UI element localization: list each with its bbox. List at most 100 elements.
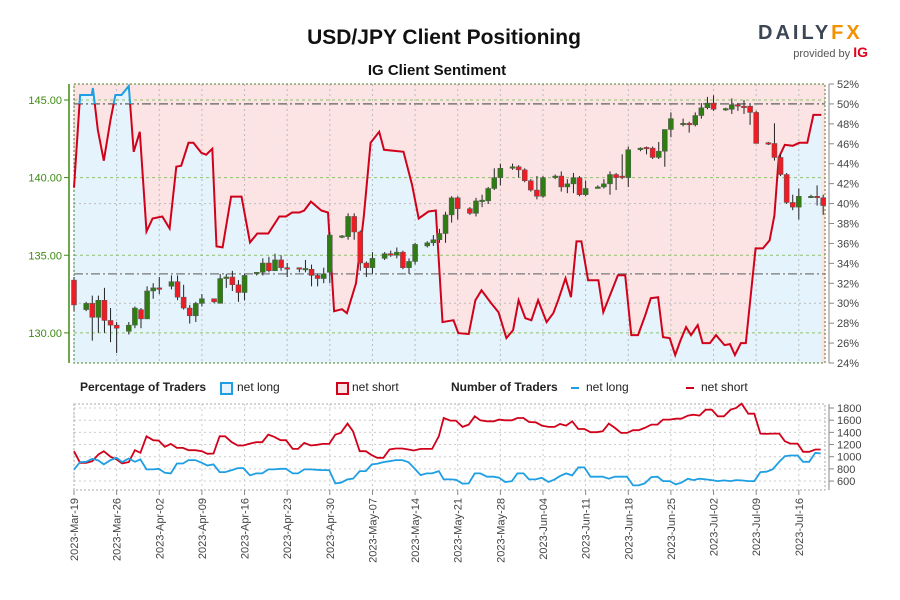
candle-up bbox=[345, 213, 351, 240]
candle-down bbox=[741, 99, 747, 114]
legend: Percentage of Traders net long net short… bbox=[0, 380, 900, 396]
candle-up bbox=[808, 194, 814, 199]
candle-up bbox=[430, 235, 437, 246]
candle-body bbox=[570, 177, 577, 185]
candle-body bbox=[637, 147, 644, 150]
candle-body bbox=[394, 251, 400, 256]
candle-down bbox=[619, 154, 625, 180]
net-short-count-line bbox=[73, 402, 821, 465]
candle-down bbox=[613, 172, 619, 191]
candle-body bbox=[662, 129, 668, 152]
candle-down bbox=[211, 298, 217, 304]
candle-down bbox=[107, 308, 114, 343]
candle-down bbox=[528, 179, 534, 192]
candle-up bbox=[327, 231, 333, 284]
candle-down bbox=[521, 168, 528, 183]
candle-up bbox=[381, 252, 388, 260]
date-tick-label: 2023-Apr-23 bbox=[282, 498, 294, 559]
legend-num-short-swatch bbox=[686, 387, 694, 389]
candle-body bbox=[314, 275, 321, 279]
candle-up bbox=[722, 107, 729, 111]
candle-body bbox=[138, 309, 144, 320]
pct-tick-label: 52% bbox=[837, 79, 859, 91]
candle-body bbox=[649, 147, 656, 158]
candle-down bbox=[308, 264, 315, 287]
candle-down bbox=[686, 121, 692, 133]
candle-up bbox=[625, 146, 632, 187]
candle-down bbox=[789, 194, 796, 211]
candle-body bbox=[302, 268, 309, 271]
candle-down bbox=[314, 273, 321, 287]
candle-up bbox=[698, 103, 705, 119]
legend-num-long: net long bbox=[586, 380, 629, 394]
candle-body bbox=[260, 262, 266, 273]
count-tick-label: 1200 bbox=[837, 440, 861, 452]
candle-down bbox=[235, 280, 242, 302]
candle-body bbox=[607, 174, 613, 185]
candle-up bbox=[260, 258, 266, 276]
chart-title: USD/JPY Client Positioning bbox=[307, 26, 581, 49]
candle-body bbox=[467, 208, 473, 214]
candle-down bbox=[467, 207, 473, 215]
candle-up bbox=[424, 241, 431, 248]
count-tick-label: 1600 bbox=[837, 415, 861, 427]
pct-tick-label: 32% bbox=[837, 278, 859, 290]
candle-body bbox=[363, 262, 370, 268]
candle-up bbox=[168, 275, 175, 290]
candle-body bbox=[613, 174, 619, 178]
candle-down bbox=[534, 176, 540, 200]
candle-body bbox=[387, 253, 394, 256]
candle-body bbox=[552, 175, 558, 178]
candle-body bbox=[729, 104, 735, 110]
candle-down bbox=[643, 146, 650, 155]
candle-up bbox=[570, 172, 577, 194]
candle-body bbox=[497, 168, 504, 178]
candle-up bbox=[223, 273, 230, 288]
count-tick-label: 800 bbox=[837, 464, 855, 476]
date-tick-label: 2023-Jun-25 bbox=[666, 498, 678, 560]
candle-up bbox=[448, 196, 455, 223]
candle-body bbox=[540, 177, 546, 197]
candle-body bbox=[351, 216, 357, 233]
candle-body bbox=[668, 118, 674, 130]
candle-body bbox=[83, 303, 89, 310]
candle-body bbox=[186, 307, 193, 317]
candle-body bbox=[655, 150, 662, 158]
chart-subtitle: IG Client Sentiment bbox=[367, 62, 507, 79]
candle-body bbox=[692, 115, 699, 126]
candle-body bbox=[95, 300, 102, 318]
candle-down bbox=[515, 165, 522, 178]
candle-body bbox=[582, 188, 589, 195]
candle-body bbox=[101, 300, 108, 321]
candle-body bbox=[436, 233, 443, 240]
pct-tick-label: 50% bbox=[837, 99, 859, 111]
candle-body bbox=[180, 296, 187, 309]
price-tick-label: 135.00 bbox=[28, 250, 62, 262]
candle-down bbox=[710, 95, 717, 111]
candle-body bbox=[327, 234, 333, 273]
legend-num-long-swatch bbox=[571, 387, 579, 389]
candle-body bbox=[430, 239, 437, 244]
candle-up bbox=[491, 168, 498, 191]
candle-up bbox=[83, 301, 89, 312]
candle-body bbox=[491, 177, 498, 189]
candle-down bbox=[753, 110, 759, 144]
candle-body bbox=[442, 214, 449, 234]
candle-body bbox=[576, 177, 583, 195]
date-tick-label: 2023-Jul-16 bbox=[794, 498, 806, 556]
candle-body bbox=[558, 175, 565, 188]
candle-up bbox=[412, 242, 418, 265]
candle-body bbox=[229, 276, 236, 285]
date-tick-label: 2023-Apr-30 bbox=[325, 498, 337, 559]
candle-body bbox=[357, 231, 364, 264]
candle-down bbox=[186, 304, 193, 324]
candle-up bbox=[272, 253, 278, 272]
date-tick-label: 2023-Apr-02 bbox=[154, 498, 166, 559]
candle-up bbox=[369, 252, 376, 274]
candle-body bbox=[272, 259, 278, 272]
dailyfx-logo: DAILYFX provided by IG bbox=[758, 22, 868, 60]
candle-body bbox=[296, 267, 303, 270]
legend-pct-short-swatch bbox=[336, 382, 349, 395]
candle-up bbox=[199, 294, 205, 307]
pct-tick-label: 42% bbox=[837, 179, 859, 191]
